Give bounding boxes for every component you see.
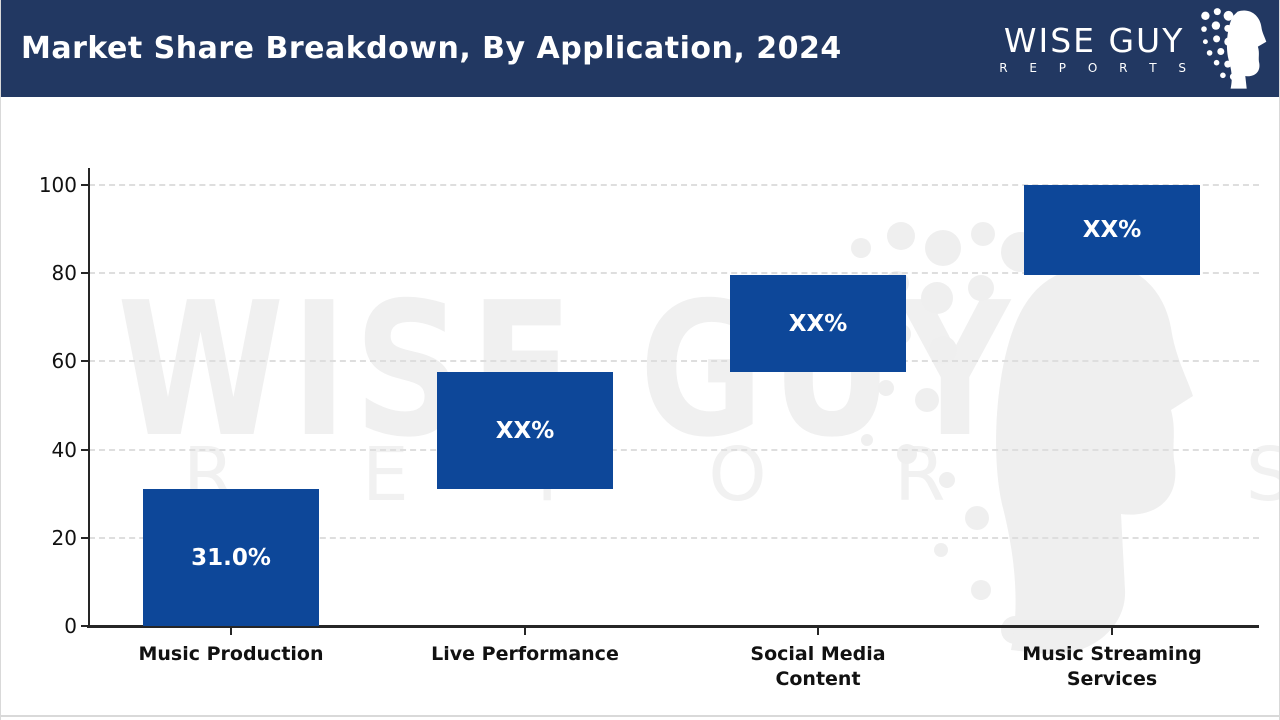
y-axis-tick-mark xyxy=(81,536,89,539)
x-axis-tick-mark xyxy=(524,628,526,635)
bottom-border xyxy=(1,715,1279,717)
gridline xyxy=(89,448,1259,451)
y-axis-tick-mark xyxy=(81,360,89,363)
bar-value-label: XX% xyxy=(495,417,555,444)
chart: WISE GUY R E P O R T S 0 20 40 6 xyxy=(1,97,1279,717)
bar-value-label: XX% xyxy=(788,310,848,337)
x-axis-tick-mark xyxy=(1111,628,1113,635)
y-axis-tick-mark xyxy=(81,272,89,275)
y-axis-tick-label: 40 xyxy=(51,437,77,462)
wise-guy-reports-logo: WISE GUY R E P O R T S xyxy=(993,6,1267,94)
y-axis-tick-mark xyxy=(81,625,89,627)
x-axis-category-label: Live Performance xyxy=(431,643,619,665)
y-axis-tick-label: 20 xyxy=(51,525,77,550)
bar-segment xyxy=(143,489,319,626)
y-axis-tick-label: 60 xyxy=(51,349,77,374)
bar-segment xyxy=(437,372,613,490)
x-axis-category-label: Social Media Content xyxy=(750,643,886,690)
y-axis-tick-mark xyxy=(81,184,89,186)
logo-wordmark: WISE GUY xyxy=(1003,21,1185,61)
y-axis-tick-mark xyxy=(81,448,89,451)
bar-segment xyxy=(1024,185,1200,276)
y-axis-tick-label: 0 xyxy=(64,614,77,638)
x-axis-category-label: Music Streaming Services xyxy=(1022,643,1202,690)
y-axis-tick-label: 100 xyxy=(38,173,77,197)
bar-value-label: 31.0% xyxy=(191,544,271,571)
header: Market Share Breakdown, By Application, … xyxy=(1,0,1279,97)
logo-text: WISE GUY R E P O R T S xyxy=(993,24,1195,75)
bar-segment xyxy=(730,275,906,373)
gridline xyxy=(89,272,1259,275)
bar-value-label: XX% xyxy=(1082,217,1142,244)
x-axis-category-label: Music Production xyxy=(138,643,324,665)
gridline xyxy=(89,536,1259,539)
head-profile-dots-icon xyxy=(1197,6,1267,94)
gridline xyxy=(89,184,1259,186)
x-axis-tick-mark xyxy=(230,628,232,635)
logo-subtext: R E P O R T S xyxy=(999,60,1195,75)
x-axis-line xyxy=(87,625,1259,628)
x-axis-tick-mark xyxy=(817,628,819,635)
page-title: Market Share Breakdown, By Application, … xyxy=(21,31,842,66)
gridline xyxy=(89,360,1259,363)
y-axis-tick-label: 80 xyxy=(51,261,77,286)
y-axis-line xyxy=(88,168,90,628)
